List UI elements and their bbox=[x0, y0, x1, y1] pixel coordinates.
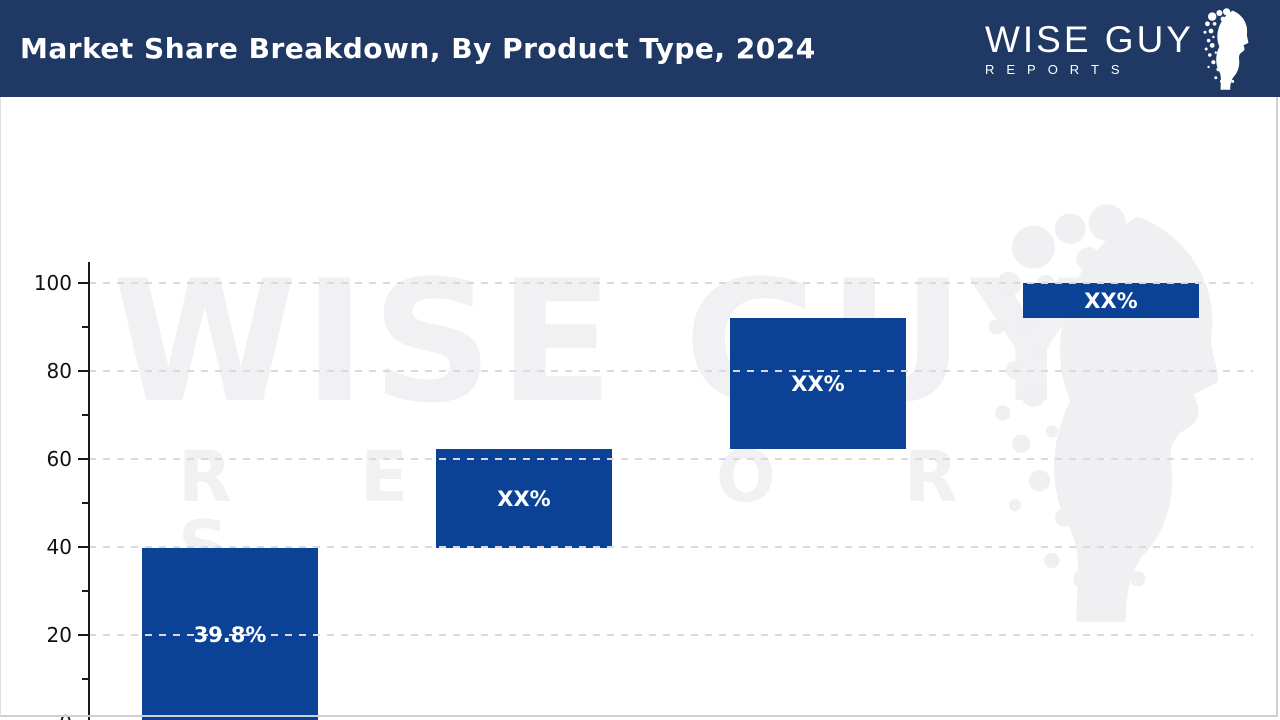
bar-value-label: XX% bbox=[497, 486, 551, 511]
y-axis-minor-tick bbox=[82, 502, 88, 504]
bar-segment bbox=[436, 449, 612, 548]
dotted-face-profile-icon bbox=[1203, 7, 1249, 90]
y-axis-minor-tick bbox=[82, 678, 88, 680]
watermark-brand-subname: R E P O R T S bbox=[178, 436, 1134, 582]
gridline bbox=[89, 634, 1253, 636]
y-axis-tick-label: 20 bbox=[46, 623, 72, 647]
brand-name: WISE GUY bbox=[984, 18, 1194, 60]
brand-logo-text: WISE GUY REPORTS bbox=[985, 21, 1194, 77]
waterfall-chart: 02040608010039.8%XX%XX%XX%Disposable Ear… bbox=[0, 97, 1280, 720]
bar-segment bbox=[142, 547, 318, 720]
bar-value-label: XX% bbox=[1084, 288, 1138, 313]
watermark-face-icon bbox=[988, 204, 1219, 622]
gridline bbox=[89, 546, 1253, 548]
brand-subname: REPORTS bbox=[984, 61, 1132, 77]
bar-segment bbox=[730, 318, 906, 450]
y-axis-minor-tick bbox=[82, 326, 88, 328]
watermark-brand-name: WISE GUY bbox=[112, 244, 1099, 440]
y-axis-minor-tick bbox=[82, 590, 88, 592]
y-axis-tick bbox=[78, 370, 88, 372]
y-axis-tick bbox=[78, 458, 88, 460]
y-axis-tick-label: 40 bbox=[46, 535, 72, 559]
page-title: Market Share Breakdown, By Product Type,… bbox=[20, 32, 816, 65]
y-axis-line bbox=[88, 262, 90, 720]
gridline bbox=[89, 282, 1253, 284]
y-axis-tick bbox=[78, 282, 88, 284]
y-axis-tick bbox=[78, 546, 88, 548]
y-axis-tick-label: 60 bbox=[46, 447, 72, 471]
header-bar: Market Share Breakdown, By Product Type,… bbox=[0, 0, 1280, 97]
bar-value-label: XX% bbox=[791, 371, 845, 396]
y-axis-tick bbox=[78, 634, 88, 636]
y-axis-tick-label: 100 bbox=[33, 271, 72, 295]
brand-logo: WISE GUY REPORTS bbox=[985, 7, 1254, 91]
y-axis-tick-label: 0 bbox=[28, 711, 72, 720]
bar-value-label: 39.8% bbox=[193, 623, 267, 648]
y-axis-minor-tick bbox=[82, 414, 88, 416]
bar-segment bbox=[1023, 283, 1199, 319]
gridline bbox=[89, 458, 1253, 460]
y-axis-tick-label: 80 bbox=[46, 359, 72, 383]
gridline bbox=[89, 370, 1253, 372]
